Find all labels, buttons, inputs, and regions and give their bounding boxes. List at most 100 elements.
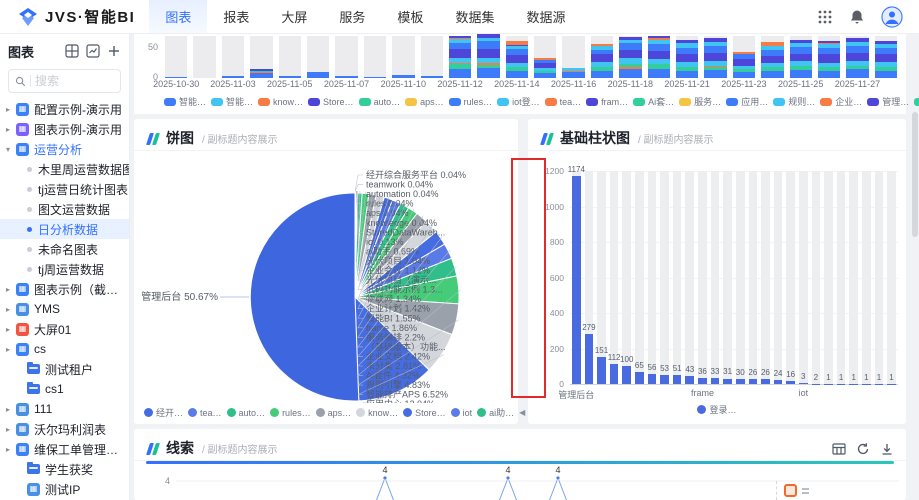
apps-grid-icon[interactable] xyxy=(817,9,833,25)
stacked-bar[interactable] xyxy=(817,40,841,78)
data-point-marker[interactable] xyxy=(382,475,388,481)
tree-item[interactable]: ▸ ▦ 111 xyxy=(0,399,129,419)
legend-item[interactable]: rules… xyxy=(448,97,492,107)
legend-item[interactable]: Ai套… xyxy=(633,95,674,108)
bar[interactable] xyxy=(622,366,632,384)
tree-item[interactable]: 学生获奖 xyxy=(0,459,129,479)
stacked-bar[interactable] xyxy=(505,40,529,78)
stacked-bar[interactable] xyxy=(676,39,699,78)
stacked-bar[interactable] xyxy=(221,76,245,78)
bar[interactable] xyxy=(824,383,833,384)
stacked-bar[interactable] xyxy=(562,68,585,78)
download-icon[interactable] xyxy=(880,442,894,456)
bar[interactable] xyxy=(874,383,884,384)
stacked-bar[interactable] xyxy=(278,76,301,78)
bar[interactable] xyxy=(761,379,770,384)
legend-item[interactable]: 规则… xyxy=(773,95,815,108)
expand-arrow-icon[interactable]: ▾ xyxy=(6,144,11,154)
legend-item[interactable]: 经开… xyxy=(144,406,183,419)
expand-arrow-icon[interactable]: ▸ xyxy=(6,124,11,134)
bar[interactable] xyxy=(710,378,720,384)
search-input[interactable] xyxy=(35,74,105,88)
bar[interactable] xyxy=(685,376,695,384)
grid-view-icon[interactable] xyxy=(65,44,79,58)
data-point-marker[interactable] xyxy=(505,475,511,481)
bar[interactable] xyxy=(672,374,682,384)
stacked-bar[interactable] xyxy=(874,40,898,78)
expand-arrow-icon[interactable]: ▸ xyxy=(6,344,11,354)
bar[interactable] xyxy=(786,381,795,384)
tree-item[interactable]: ▸ ▦ 配置示例-演示用 xyxy=(0,99,129,119)
nav-tab[interactable]: 图表 xyxy=(149,0,208,33)
tree-item[interactable]: ▸ ▦ cs xyxy=(0,339,129,359)
stacked-bar[interactable] xyxy=(647,35,671,78)
bell-icon[interactable] xyxy=(849,9,865,25)
add-chart-icon[interactable] xyxy=(107,44,121,58)
legend-item[interactable]: 服务… xyxy=(679,95,721,108)
bar[interactable] xyxy=(735,378,745,384)
legend-item[interactable]: Store… xyxy=(403,408,446,418)
legend-item[interactable]: fram… xyxy=(586,97,628,107)
pie-slice[interactable] xyxy=(249,192,360,402)
legend-item[interactable]: auto… xyxy=(358,97,400,107)
stacked-bar[interactable] xyxy=(619,37,642,78)
bar[interactable] xyxy=(798,383,808,384)
tree-item[interactable]: ▸ ▦ 沃尔玛利润表 xyxy=(0,419,129,439)
stacked-bar[interactable] xyxy=(761,42,784,78)
tree-item[interactable]: ▸ ▦ 大屏01 xyxy=(0,319,129,339)
tree-item[interactable]: ▸ ▦ 维保工单管理… xyxy=(0,439,129,459)
stacked-bar[interactable] xyxy=(534,58,557,78)
tree-item[interactable]: ▸ ▦ 图表示例-演示用 xyxy=(0,119,129,139)
bar[interactable] xyxy=(748,379,758,384)
tree-item[interactable]: ▦ 测试IP xyxy=(0,479,129,499)
tree-item[interactable]: ▾ ▦ 运营分析 xyxy=(0,139,129,159)
legend-item[interactable]: 应用… xyxy=(726,95,768,108)
nav-tab[interactable]: 数据源 xyxy=(526,10,566,25)
bar[interactable] xyxy=(572,175,581,384)
stacked-bar[interactable] xyxy=(448,35,472,78)
expand-arrow-icon[interactable]: ▸ xyxy=(6,324,11,334)
stacked-bar[interactable] xyxy=(732,52,756,78)
tree-item[interactable]: 图文运营数据 xyxy=(0,199,129,219)
expand-arrow-icon[interactable]: ▸ xyxy=(6,104,11,114)
expand-arrow-icon[interactable]: ▸ xyxy=(6,304,11,314)
nav-tab[interactable]: 服务 xyxy=(339,10,366,25)
legend-item[interactable]: iot登… xyxy=(497,95,540,108)
tree-item[interactable]: ▸ ▦ YMS xyxy=(0,299,129,319)
legend-prev-icon[interactable]: ◀ xyxy=(519,408,526,417)
bar[interactable] xyxy=(609,364,619,384)
floating-widget[interactable] xyxy=(776,481,809,500)
bar[interactable] xyxy=(698,377,707,384)
tree-item[interactable]: tj运营日统计图表 xyxy=(0,179,129,199)
stacked-bar[interactable] xyxy=(363,77,387,78)
stacked-bar[interactable] xyxy=(165,76,188,78)
tree-item[interactable]: 测试租户 xyxy=(0,359,129,379)
tree-item[interactable]: cs1 xyxy=(0,379,129,399)
bar[interactable] xyxy=(773,379,783,384)
legend-item[interactable]: aps… xyxy=(315,408,351,418)
stacked-bar[interactable] xyxy=(590,43,614,78)
legend-item[interactable]: know… xyxy=(356,408,398,418)
stacked-bar[interactable] xyxy=(789,39,812,78)
bar[interactable] xyxy=(660,374,669,384)
user-avatar[interactable] xyxy=(881,5,903,28)
legend-item[interactable]: 智能… xyxy=(164,95,206,108)
legend-item[interactable]: iot xyxy=(450,408,472,418)
legend-item[interactable]: aps… xyxy=(405,97,444,107)
vertical-scrollbar-thumb[interactable] xyxy=(912,112,918,237)
legend-item[interactable]: rules… xyxy=(270,408,311,418)
stacked-bar[interactable] xyxy=(250,69,273,78)
tree-item[interactable]: 未命名图表 xyxy=(0,239,129,259)
stacked-bar[interactable] xyxy=(392,74,415,78)
legend-item[interactable]: ai助… xyxy=(477,406,514,419)
tree-item[interactable]: 日分析数据 xyxy=(0,219,129,239)
bar[interactable] xyxy=(887,383,896,384)
legend-item[interactable]: 企业… xyxy=(820,95,862,108)
legend-item[interactable]: Store… xyxy=(308,97,354,107)
stacked-bar[interactable] xyxy=(420,76,443,78)
legend-item[interactable]: auto… xyxy=(226,408,265,418)
stacked-bar[interactable] xyxy=(477,34,500,78)
bar[interactable] xyxy=(635,372,644,384)
chart-view-icon[interactable] xyxy=(86,44,100,58)
nav-tab[interactable]: 大屏 xyxy=(281,10,308,25)
